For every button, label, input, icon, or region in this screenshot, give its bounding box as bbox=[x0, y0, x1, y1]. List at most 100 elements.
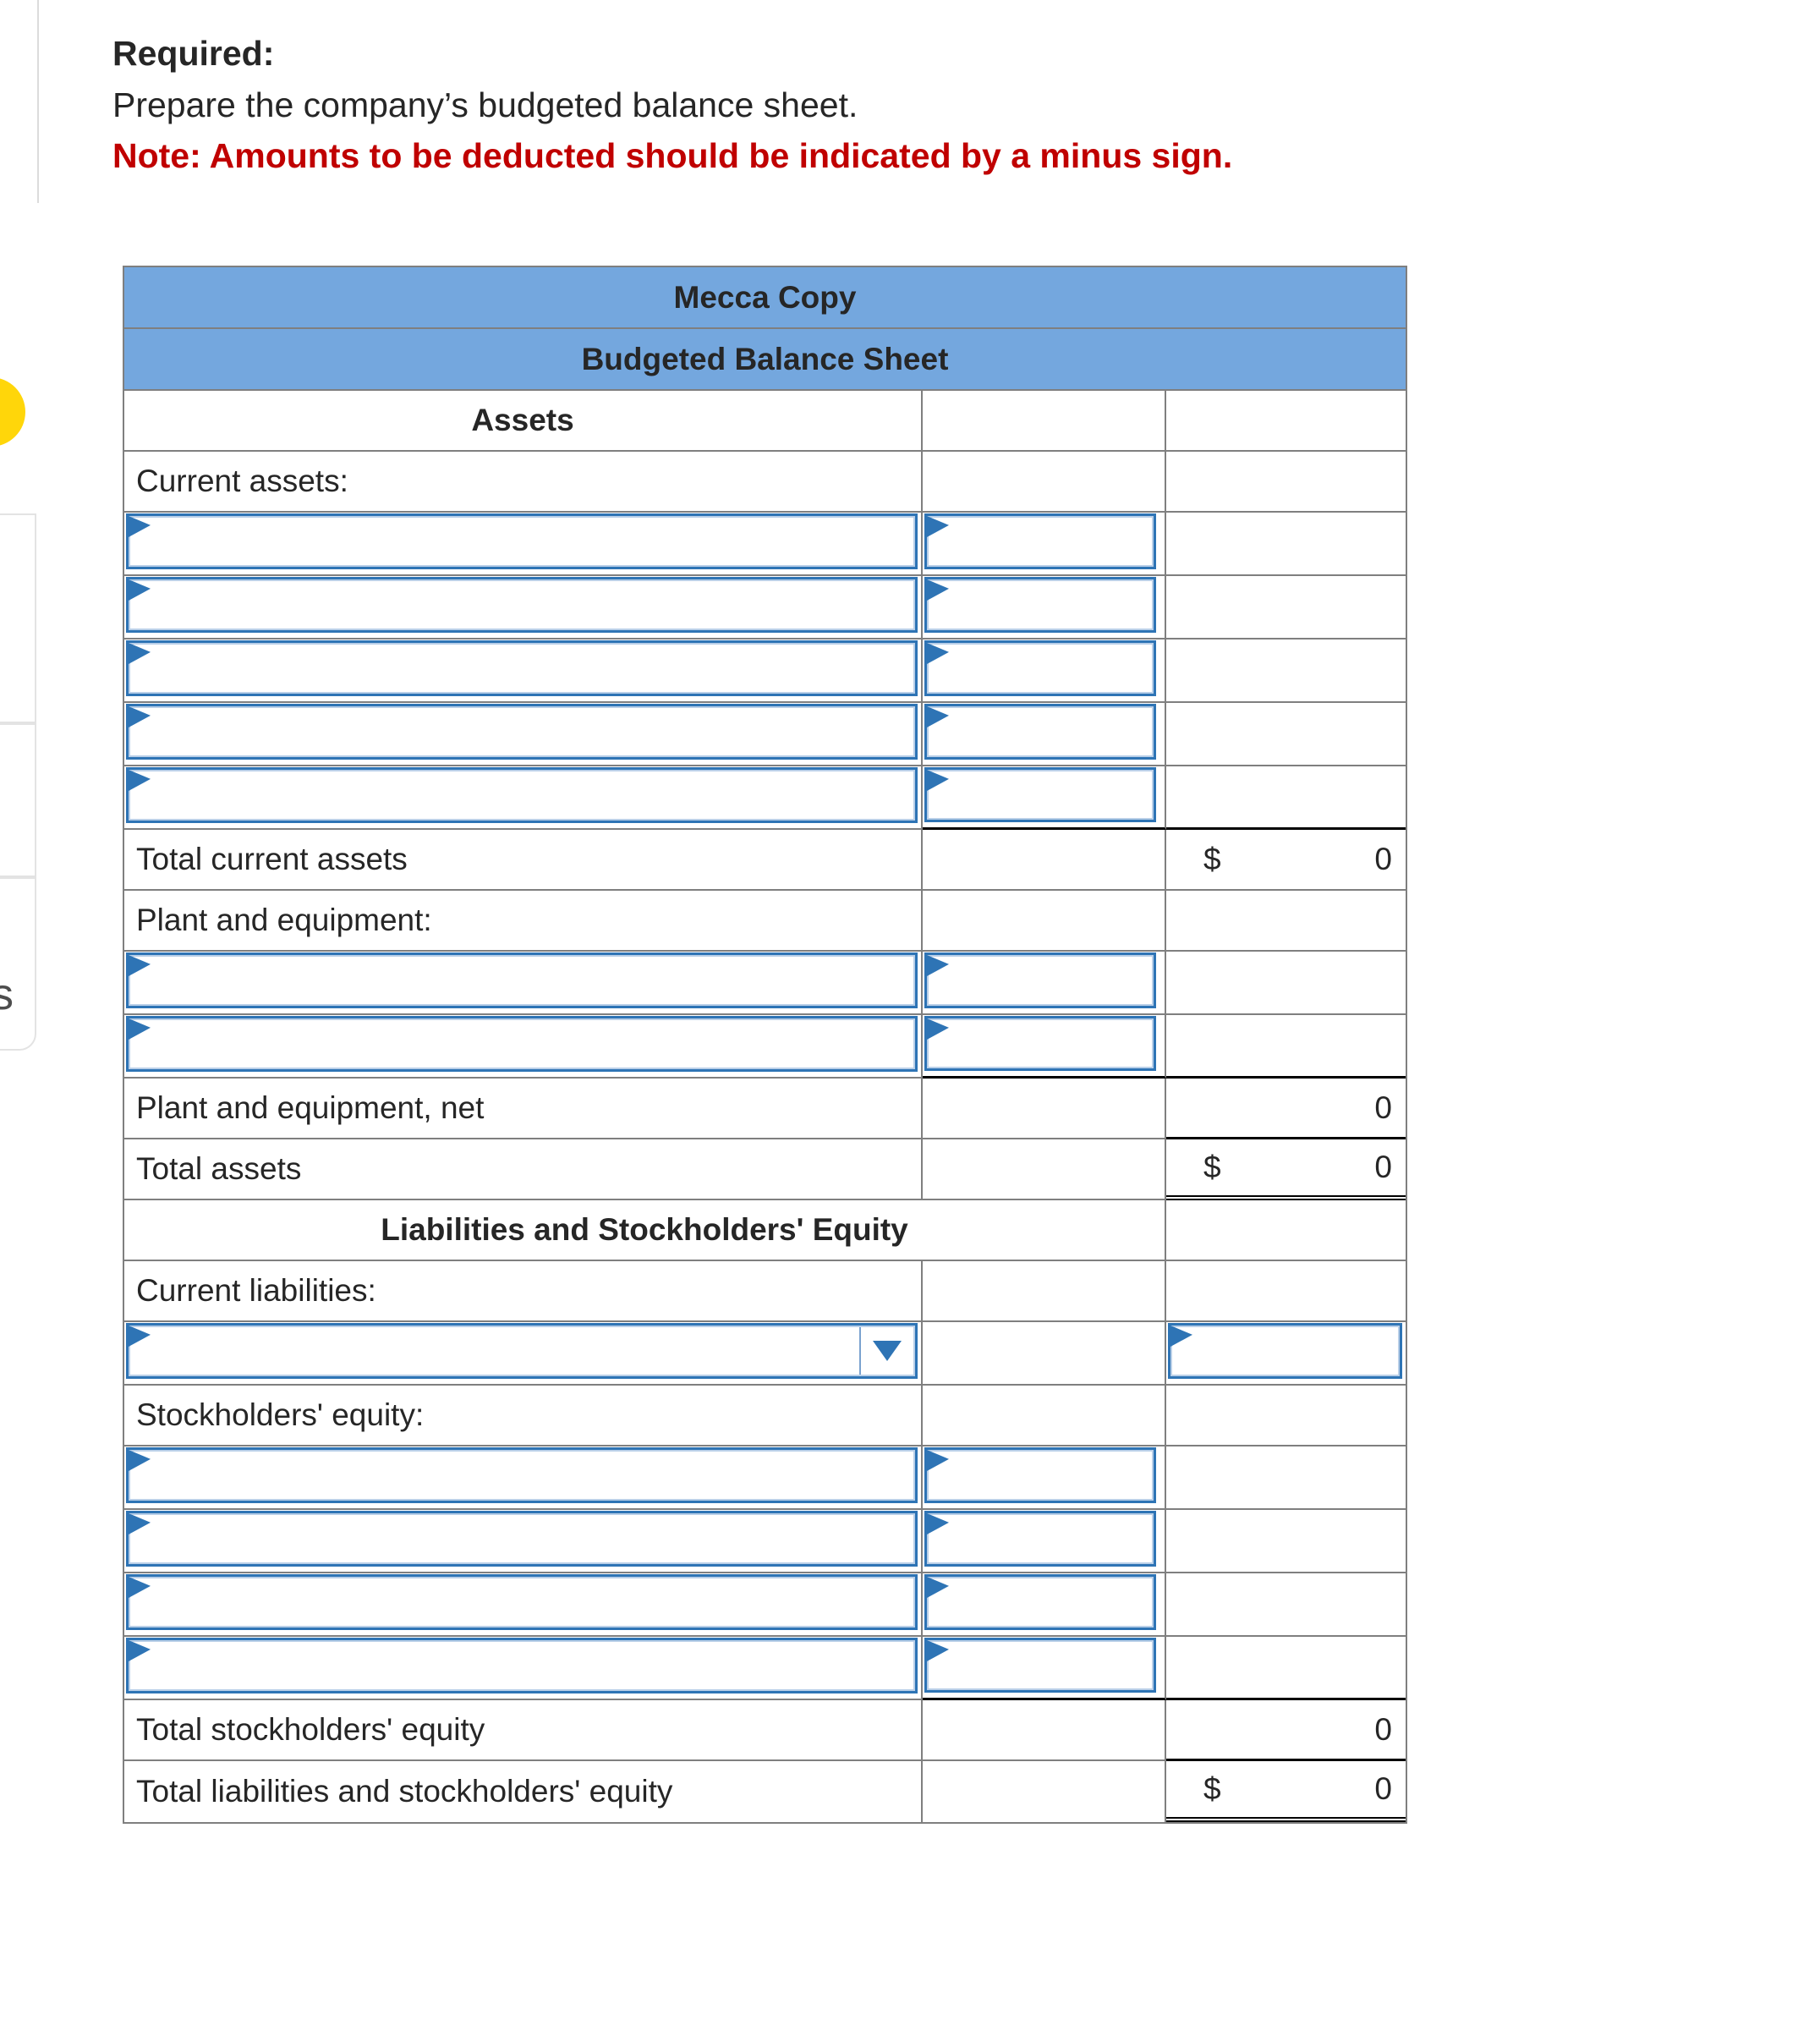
equity-4-amount-input[interactable] bbox=[924, 1638, 1156, 1693]
empty-cell bbox=[923, 391, 1166, 452]
plant-2-account-input[interactable] bbox=[126, 1016, 918, 1072]
current-asset-4-amount-input[interactable] bbox=[924, 704, 1156, 760]
equity-3-amount-input[interactable] bbox=[924, 1574, 1156, 1630]
instructions-block: Required: Prepare the company’s budgeted… bbox=[112, 34, 1232, 176]
answer-flag-icon bbox=[129, 1577, 151, 1598]
plant-1-account-input[interactable] bbox=[126, 952, 918, 1008]
answer-flag-icon bbox=[927, 770, 949, 791]
answer-flag-icon bbox=[129, 706, 151, 727]
answer-flag-icon bbox=[927, 1513, 949, 1534]
plant-input-row bbox=[124, 952, 1406, 1015]
cell bbox=[923, 1510, 1166, 1573]
equity-input-row bbox=[124, 1637, 1406, 1700]
left-panel-fragment-middle bbox=[0, 723, 36, 877]
plant-net-value-cell: 0 bbox=[1166, 1079, 1406, 1139]
total-assets-label: Total assets bbox=[124, 1139, 923, 1200]
balance-sheet-table: Mecca Copy Budgeted Balance Sheet Assets… bbox=[123, 266, 1407, 1824]
equity-1-account-input[interactable] bbox=[126, 1447, 918, 1503]
cell bbox=[124, 1510, 923, 1573]
current-asset-5-amount-input[interactable] bbox=[924, 767, 1156, 822]
total-current-assets-value-cell: $ 0 bbox=[1166, 830, 1406, 891]
total-equity-value: 0 bbox=[1374, 1711, 1392, 1747]
current-liability-amount-input[interactable] bbox=[1168, 1323, 1402, 1379]
equity-4-account-input[interactable] bbox=[126, 1638, 918, 1693]
cell bbox=[1166, 1322, 1406, 1386]
answer-flag-icon bbox=[927, 516, 949, 537]
empty-cell bbox=[923, 830, 1166, 891]
current-asset-input-row bbox=[124, 703, 1406, 766]
cell bbox=[923, 1015, 1166, 1079]
assets-section-header: Assets bbox=[124, 391, 923, 452]
current-asset-2-account-input[interactable] bbox=[126, 577, 918, 633]
table-row: Total assets $ 0 bbox=[124, 1139, 1406, 1200]
cell bbox=[124, 513, 923, 576]
chevron-down-icon[interactable] bbox=[873, 1341, 902, 1361]
current-asset-3-amount-input[interactable] bbox=[924, 640, 1156, 696]
empty-cell bbox=[923, 452, 1166, 513]
answer-flag-icon bbox=[1170, 1326, 1192, 1347]
total-assets-value-cell: $ 0 bbox=[1166, 1139, 1406, 1200]
current-liability-account-dropdown[interactable] bbox=[126, 1323, 918, 1379]
yellow-highlight-dot bbox=[0, 377, 25, 447]
empty-cell bbox=[923, 1761, 1166, 1822]
table-row: Total stockholders' equity 0 bbox=[124, 1700, 1406, 1761]
task-text: Prepare the company’s budgeted balance s… bbox=[112, 85, 858, 124]
answer-flag-icon bbox=[927, 579, 949, 601]
answer-flag-icon bbox=[129, 579, 151, 601]
plant-1-amount-input[interactable] bbox=[924, 952, 1156, 1008]
equity-2-amount-input[interactable] bbox=[924, 1511, 1156, 1567]
empty-cell bbox=[1166, 1573, 1406, 1637]
current-liabilities-label: Current liabilities: bbox=[124, 1261, 923, 1322]
answer-flag-icon bbox=[927, 1640, 949, 1661]
current-asset-1-amount-input[interactable] bbox=[924, 513, 1156, 569]
stockholders-equity-label: Stockholders' equity: bbox=[124, 1386, 923, 1446]
table-row: Plant and equipment, net 0 bbox=[124, 1079, 1406, 1139]
cell bbox=[923, 766, 1166, 830]
empty-cell bbox=[1166, 1637, 1406, 1700]
cell bbox=[923, 1573, 1166, 1637]
empty-cell bbox=[1166, 513, 1406, 576]
required-heading: Required: bbox=[112, 34, 275, 73]
cell bbox=[923, 1637, 1166, 1700]
empty-cell bbox=[1166, 766, 1406, 830]
equity-2-account-input[interactable] bbox=[126, 1511, 918, 1567]
plant-input-row bbox=[124, 1015, 1406, 1079]
empty-cell bbox=[1166, 1446, 1406, 1510]
answer-flag-icon bbox=[129, 516, 151, 537]
current-asset-5-account-input[interactable] bbox=[126, 767, 918, 823]
answer-flag-icon bbox=[927, 1450, 949, 1471]
dropdown-separator bbox=[859, 1327, 861, 1375]
empty-cell bbox=[923, 1386, 1166, 1446]
table-row: Total liabilities and stockholders' equi… bbox=[124, 1761, 1406, 1822]
empty-cell bbox=[1166, 1200, 1406, 1261]
table-row: Current liabilities: bbox=[124, 1261, 1406, 1322]
answer-flag-icon bbox=[129, 1450, 151, 1471]
cell bbox=[923, 1446, 1166, 1510]
current-asset-input-row bbox=[124, 766, 1406, 830]
total-liabilities-equity-label: Total liabilities and stockholders' equi… bbox=[124, 1761, 923, 1822]
current-asset-2-amount-input[interactable] bbox=[924, 577, 1156, 633]
table-row: Assets bbox=[124, 391, 1406, 452]
answer-flag-icon bbox=[129, 1326, 151, 1347]
empty-cell bbox=[1166, 1261, 1406, 1322]
current-asset-4-account-input[interactable] bbox=[126, 704, 918, 760]
equity-1-amount-input[interactable] bbox=[924, 1447, 1156, 1503]
left-panel-fragment-bottom bbox=[0, 877, 36, 1051]
plant-2-amount-input[interactable] bbox=[924, 1016, 1156, 1071]
answer-flag-icon bbox=[129, 643, 151, 664]
statement-title: Budgeted Balance Sheet bbox=[124, 329, 1406, 391]
empty-cell bbox=[1166, 1015, 1406, 1079]
cell bbox=[124, 1322, 923, 1386]
answer-flag-icon bbox=[129, 1640, 151, 1661]
current-asset-1-account-input[interactable] bbox=[126, 513, 918, 569]
answer-flag-icon bbox=[927, 706, 949, 727]
equity-input-row bbox=[124, 1573, 1406, 1637]
currency-symbol: $ bbox=[1203, 842, 1221, 876]
table-row: Mecca Copy bbox=[124, 267, 1406, 329]
currency-symbol: $ bbox=[1203, 1150, 1221, 1184]
total-current-assets-value: 0 bbox=[1374, 842, 1392, 876]
current-asset-3-account-input[interactable] bbox=[126, 640, 918, 696]
empty-cell bbox=[923, 1261, 1166, 1322]
equity-3-account-input[interactable] bbox=[126, 1574, 918, 1630]
table-row: Plant and equipment: bbox=[124, 891, 1406, 952]
